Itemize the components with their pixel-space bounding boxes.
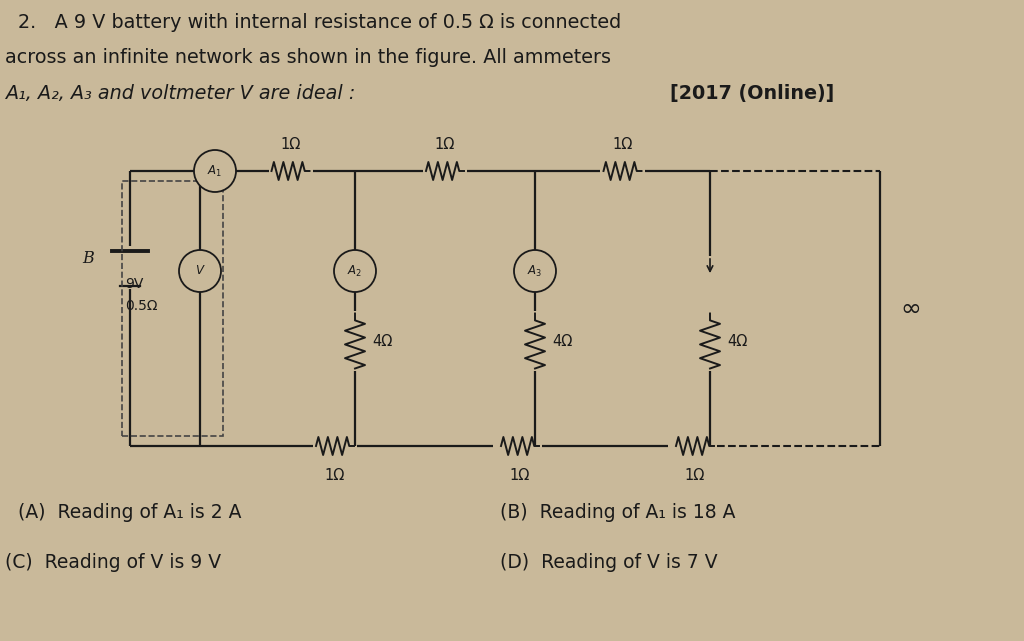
Text: A₁, A₂, A₃ and voltmeter V are ideal :: A₁, A₂, A₃ and voltmeter V are ideal : xyxy=(5,84,374,103)
Text: 1Ω: 1Ω xyxy=(325,468,345,483)
Text: 1Ω: 1Ω xyxy=(510,468,530,483)
Bar xyxy=(122,181,223,436)
Text: (B)  Reading of A₁ is 18 A: (B) Reading of A₁ is 18 A xyxy=(500,503,735,522)
Text: 1Ω: 1Ω xyxy=(685,468,706,483)
Text: [2017 (Online)]: [2017 (Online)] xyxy=(670,84,835,103)
Text: 0.5Ω: 0.5Ω xyxy=(125,299,158,313)
Text: across an infinite network as shown in the figure. All ammeters: across an infinite network as shown in t… xyxy=(5,48,611,67)
Text: 4Ω: 4Ω xyxy=(552,333,572,349)
Circle shape xyxy=(179,250,221,292)
Text: 4Ω: 4Ω xyxy=(727,333,748,349)
Circle shape xyxy=(334,250,376,292)
Text: $V$: $V$ xyxy=(195,265,206,278)
Circle shape xyxy=(194,150,236,192)
Text: 4Ω: 4Ω xyxy=(372,333,392,349)
Text: $A_2$: $A_2$ xyxy=(347,263,362,279)
Text: (A)  Reading of A₁ is 2 A: (A) Reading of A₁ is 2 A xyxy=(18,503,242,522)
Text: 2.   A 9 V battery with internal resistance of 0.5 Ω is connected: 2. A 9 V battery with internal resistanc… xyxy=(18,13,622,32)
Text: 9V: 9V xyxy=(125,277,143,291)
Text: $\infty$: $\infty$ xyxy=(900,297,921,320)
Text: B: B xyxy=(82,250,94,267)
Text: $A_1$: $A_1$ xyxy=(208,163,222,179)
Text: (D)  Reading of V is 7 V: (D) Reading of V is 7 V xyxy=(500,553,718,572)
Circle shape xyxy=(514,250,556,292)
Text: 1Ω: 1Ω xyxy=(435,137,455,152)
Text: (C)  Reading of V is 9 V: (C) Reading of V is 9 V xyxy=(5,553,221,572)
Text: 1Ω: 1Ω xyxy=(612,137,633,152)
Text: 1Ω: 1Ω xyxy=(281,137,301,152)
Text: $A_3$: $A_3$ xyxy=(527,263,543,279)
